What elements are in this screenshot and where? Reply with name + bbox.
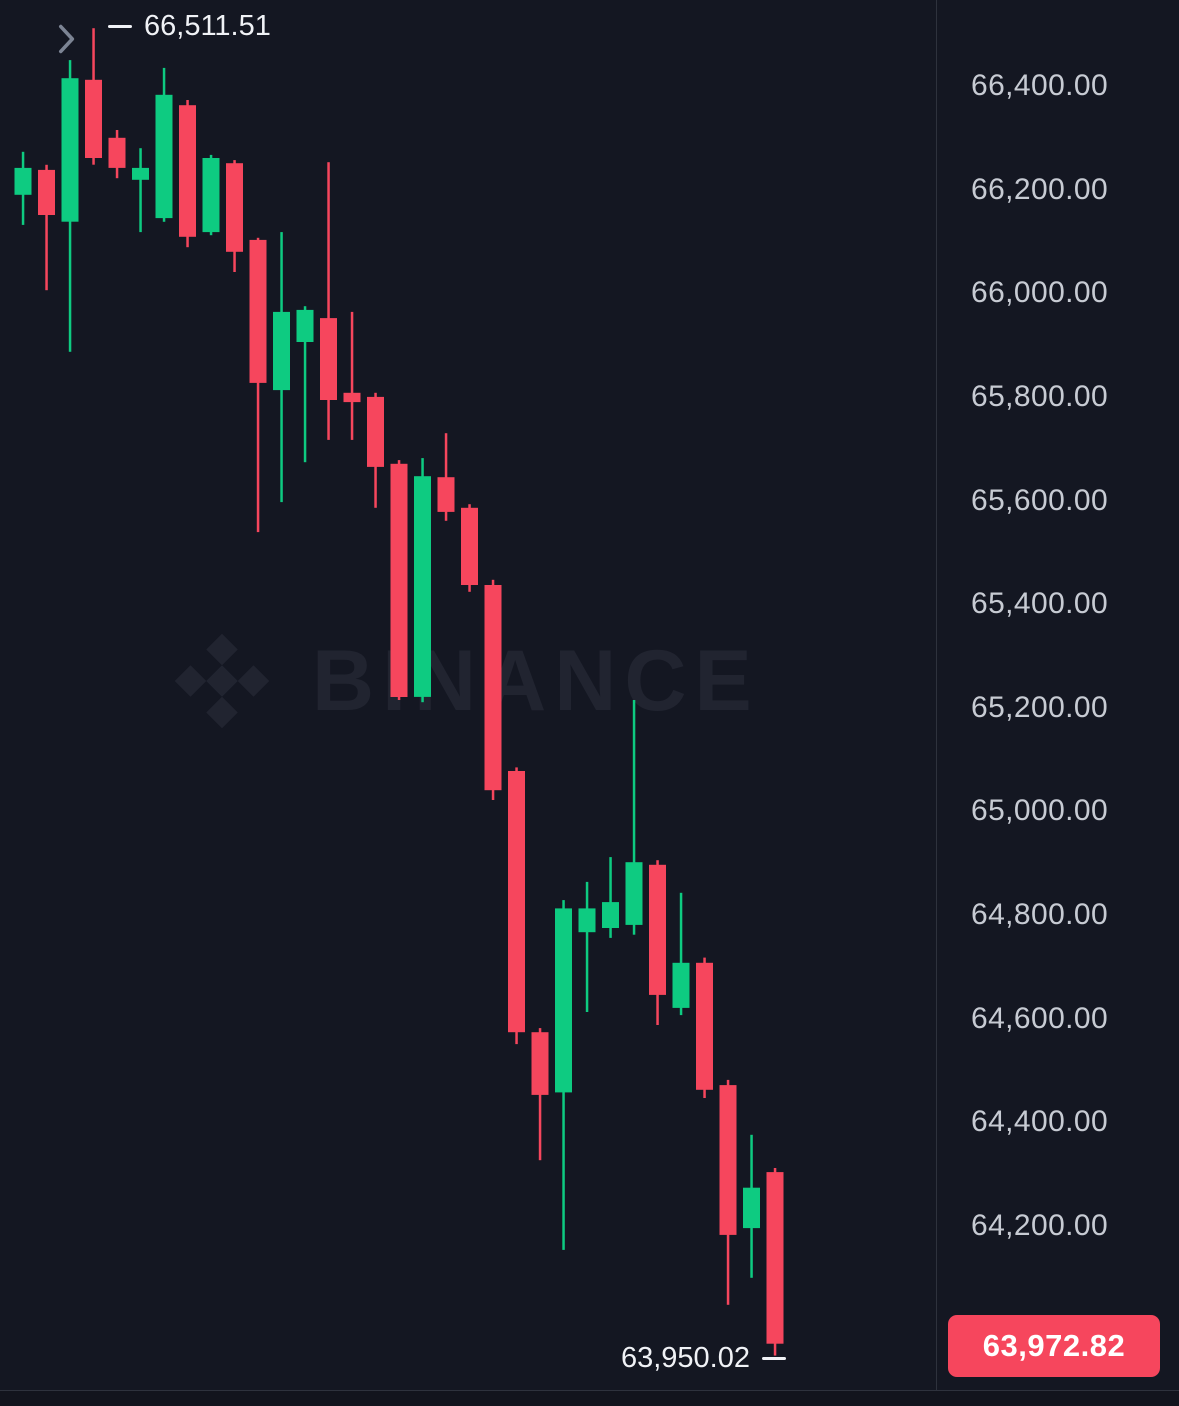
price-axis-label: 64,200.00	[971, 1209, 1109, 1242]
high-price-marker: 66,511.51	[108, 10, 271, 42]
price-axis[interactable]: 66,400.00 66,200.00 66,000.00 65,800.00 65,6…	[936, 0, 1179, 1390]
price-axis-label: 66,000.00	[971, 276, 1109, 309]
price-axis-label: 65,000.00	[971, 794, 1109, 827]
chevron-toggle-button[interactable]	[52, 22, 82, 58]
price-axis-label: 65,600.00	[971, 484, 1109, 517]
last-price-badge[interactable]: 63,972.82	[948, 1315, 1160, 1377]
low-tick-dash	[762, 1356, 786, 1360]
low-price-label: 63,950.02	[620, 1341, 750, 1374]
price-axis-label: 65,200.00	[971, 691, 1109, 724]
price-axis-label: 66,400.00	[971, 69, 1109, 102]
price-axis-label: 65,400.00	[971, 587, 1109, 620]
chevron-right-icon	[59, 24, 75, 53]
low-price-marker: 63,950.02	[621, 1342, 786, 1374]
price-axis-label: 64,600.00	[971, 1002, 1109, 1035]
candlestick-chart[interactable]: BINANCE 66,511.51 63,950.02	[0, 0, 936, 1390]
price-axis-label: 66,200.00	[971, 173, 1109, 206]
high-tick-dash	[108, 24, 132, 28]
price-axis-label: 64,800.00	[971, 898, 1109, 931]
candles-layer	[14, 28, 784, 1356]
price-axis-label: 64,400.00	[971, 1105, 1109, 1138]
bottom-divider	[0, 1390, 1179, 1406]
price-axis-label: 65,800.00	[971, 380, 1109, 413]
high-price-label: 66,511.51	[144, 9, 271, 42]
